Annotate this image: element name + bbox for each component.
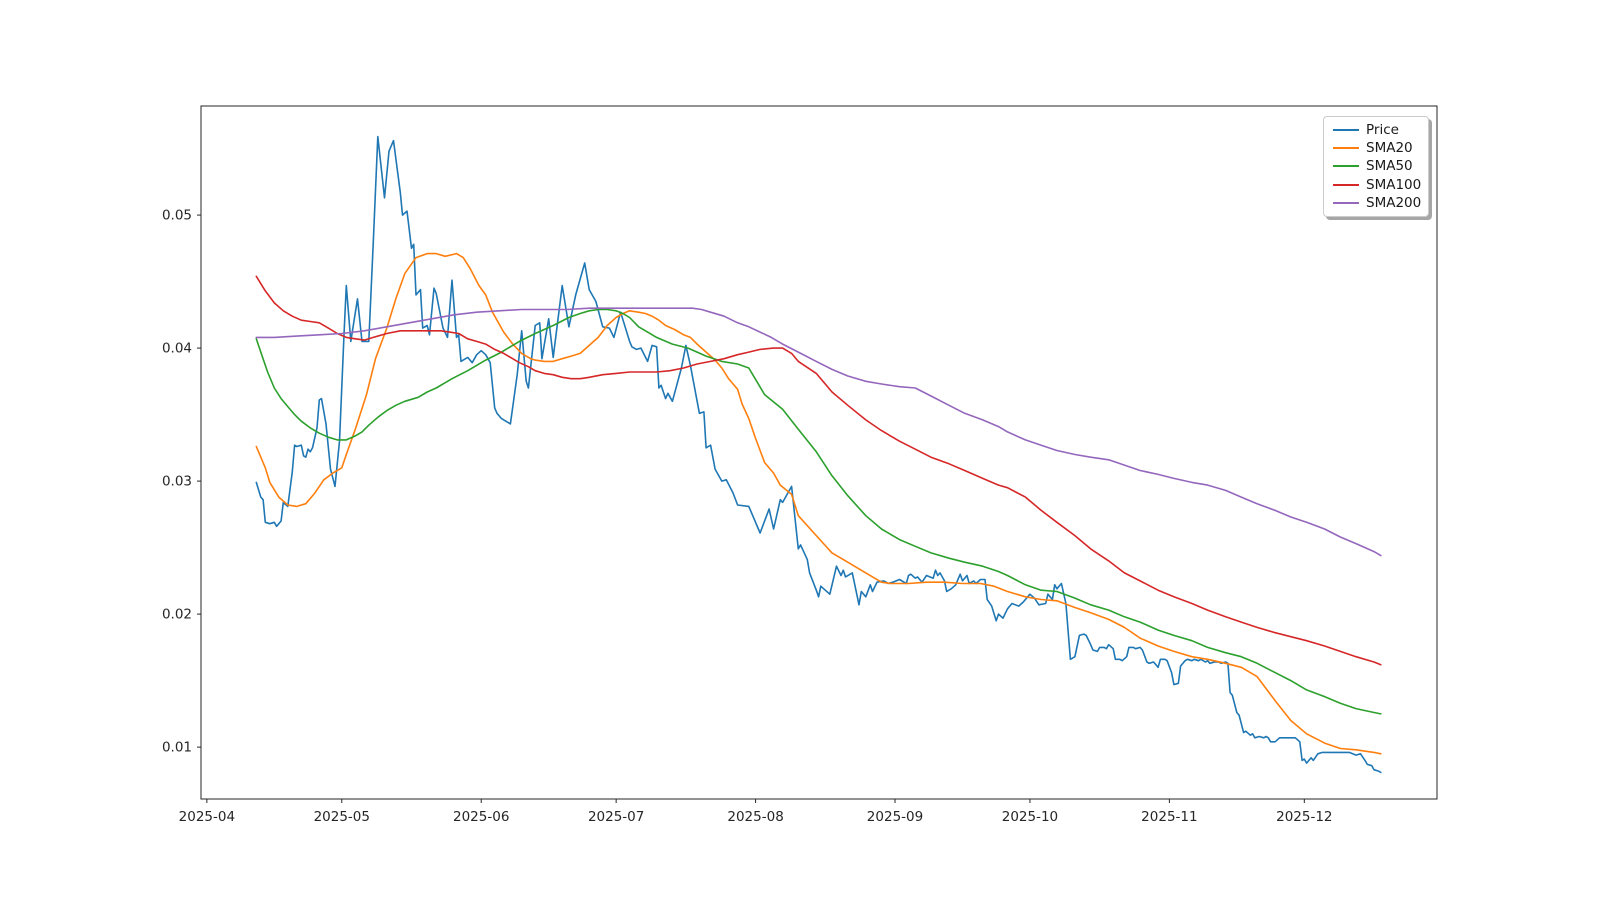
series-line-price	[255, 135, 1382, 774]
legend-line-sample	[1333, 201, 1359, 204]
legend-item-price: Price	[1333, 121, 1420, 139]
x-tick-label: 2025-12	[1276, 809, 1332, 825]
y-tick-label: 0.05	[162, 208, 192, 224]
legend-item-sma50: SMA50	[1333, 157, 1420, 175]
x-tick-label: 2025-11	[1141, 809, 1197, 825]
legend-line-sample	[1333, 183, 1359, 186]
series-line-sma20	[255, 252, 1382, 755]
legend-label: Price	[1366, 122, 1399, 139]
x-tick-label: 2025-09	[867, 809, 923, 825]
legend-label: SMA200	[1366, 194, 1422, 211]
y-tick-label: 0.03	[162, 474, 192, 490]
series-line-sma100	[255, 275, 1382, 666]
plot-border	[200, 105, 1438, 800]
series-line-sma50	[255, 308, 1382, 715]
x-tick-label: 2025-08	[727, 809, 783, 825]
x-tick-label: 2025-04	[179, 809, 235, 825]
legend-line-sample	[1333, 129, 1359, 132]
legend-line-sample	[1333, 147, 1359, 150]
legend-item-sma100: SMA100	[1333, 176, 1422, 194]
legend-item-sma20: SMA20	[1333, 139, 1420, 157]
x-tick-label: 2025-05	[314, 809, 370, 825]
x-tick-label: 2025-10	[1002, 809, 1058, 825]
legend-label: SMA50	[1366, 158, 1413, 175]
series-line-sma200	[255, 307, 1382, 557]
legend-line-sample	[1333, 165, 1359, 168]
y-tick-label: 0.02	[162, 607, 192, 623]
legend-label: SMA100	[1366, 176, 1422, 193]
legend-item-sma200: SMA200	[1333, 194, 1422, 212]
x-tick-label: 2025-07	[588, 809, 644, 825]
x-tick-label: 2025-06	[453, 809, 509, 825]
legend-label: SMA20	[1366, 140, 1413, 157]
y-tick-label: 0.04	[162, 341, 192, 357]
y-tick-label: 0.01	[162, 740, 192, 756]
legend: Price SMA20 SMA50 SMA100 SMA200	[1323, 116, 1429, 217]
